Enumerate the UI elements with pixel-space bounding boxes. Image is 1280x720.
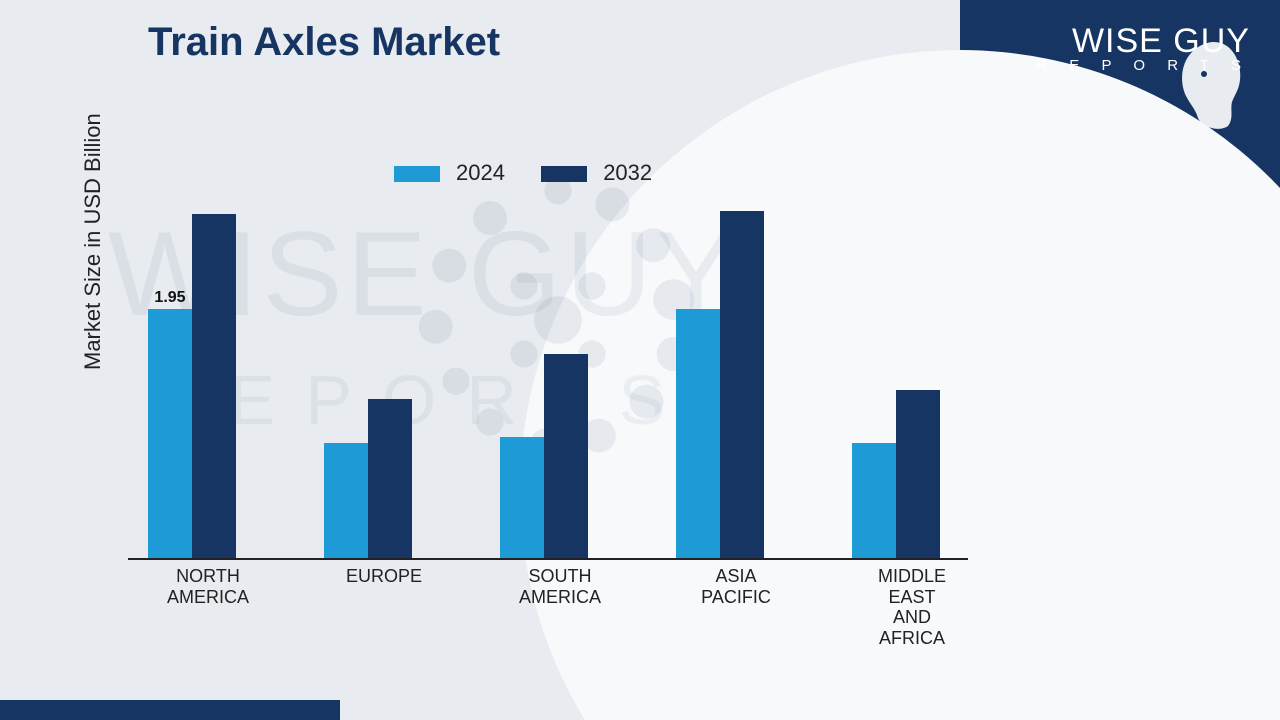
category-label-3: ASIAPACIFIC: [656, 560, 816, 607]
chart-title: Train Axles Market: [148, 20, 500, 65]
legend-label-1: 2032: [603, 160, 652, 185]
bar-2032-2: [544, 354, 588, 558]
bar-2024-3: [676, 309, 720, 558]
brand-head-icon: [1174, 40, 1244, 130]
bar-value-label-0: 1.95: [140, 289, 200, 307]
legend-swatch-1: [541, 166, 587, 182]
category-label-4: MIDDLEEASTANDAFRICA: [832, 560, 992, 649]
plot-area: 1.95NORTHAMERICAEUROPESOUTHAMERICAASIAPA…: [128, 190, 968, 560]
brand-logo: WISE GUY R E P O R T S: [1036, 22, 1250, 74]
bar-2024-1: [324, 443, 368, 558]
legend-swatch-0: [394, 166, 440, 182]
bar-2024-0: [148, 309, 192, 558]
category-label-2: SOUTHAMERICA: [480, 560, 640, 607]
chart-legend: 2024 2032: [28, 160, 988, 186]
category-label-0: NORTHAMERICA: [128, 560, 288, 607]
y-axis-label: Market Size in USD Billion: [80, 113, 106, 370]
bar-2032-0: [192, 214, 236, 558]
bar-2032-4: [896, 390, 940, 558]
chart-panel: Train Axles Market WISE GUY REPORTS 2024…: [28, 0, 988, 700]
category-label-1: EUROPE: [304, 560, 464, 587]
chart-stage: WISE GUY R E P O R T S Train Axles Marke…: [0, 0, 1280, 720]
legend-label-0: 2024: [456, 160, 505, 185]
bar-2024-2: [500, 437, 544, 558]
bar-2024-4: [852, 443, 896, 558]
bar-2032-3: [720, 211, 764, 558]
bar-2032-1: [368, 399, 412, 558]
footer-accent-bar: [0, 700, 340, 720]
